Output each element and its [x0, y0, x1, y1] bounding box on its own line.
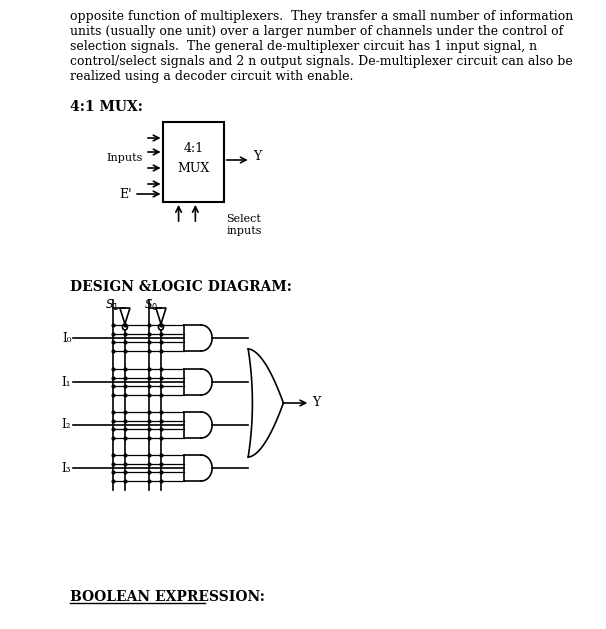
Text: I₃: I₃	[62, 462, 72, 474]
Text: E': E'	[119, 187, 132, 201]
Bar	[164, 122, 224, 202]
Text: Select
inputs: Select inputs	[227, 214, 262, 236]
Text: DESIGN &LOGIC DIAGRAM:: DESIGN &LOGIC DIAGRAM:	[70, 280, 291, 294]
Text: I₀: I₀	[62, 331, 72, 345]
Text: BOOLEAN EXPRESSION:: BOOLEAN EXPRESSION:	[70, 590, 264, 604]
Text: $S_0$: $S_0$	[144, 298, 158, 313]
Text: Y: Y	[253, 150, 261, 164]
Text: opposite function of multiplexers.  They transfer a small number of information: opposite function of multiplexers. They …	[70, 10, 573, 23]
Text: I₁: I₁	[62, 376, 72, 389]
Text: selection signals.  The general de-multiplexer circuit has 1 input signal, n: selection signals. The general de-multip…	[70, 40, 537, 53]
Text: Y: Y	[312, 396, 320, 409]
Text: MUX: MUX	[178, 162, 210, 174]
Text: Inputs: Inputs	[107, 153, 143, 163]
Text: units (usually one unit) over a larger number of channels under the control of: units (usually one unit) over a larger n…	[70, 25, 563, 38]
Text: I₂: I₂	[62, 418, 72, 431]
Text: $S_1$: $S_1$	[105, 298, 119, 313]
Text: realized using a decoder circuit with enable.: realized using a decoder circuit with en…	[70, 70, 353, 83]
Text: control/select signals and 2 n output signals. De-multiplexer circuit can also b: control/select signals and 2 n output si…	[70, 55, 572, 68]
Text: 4:1: 4:1	[184, 142, 204, 155]
Text: 4:1 MUX:: 4:1 MUX:	[70, 100, 142, 114]
